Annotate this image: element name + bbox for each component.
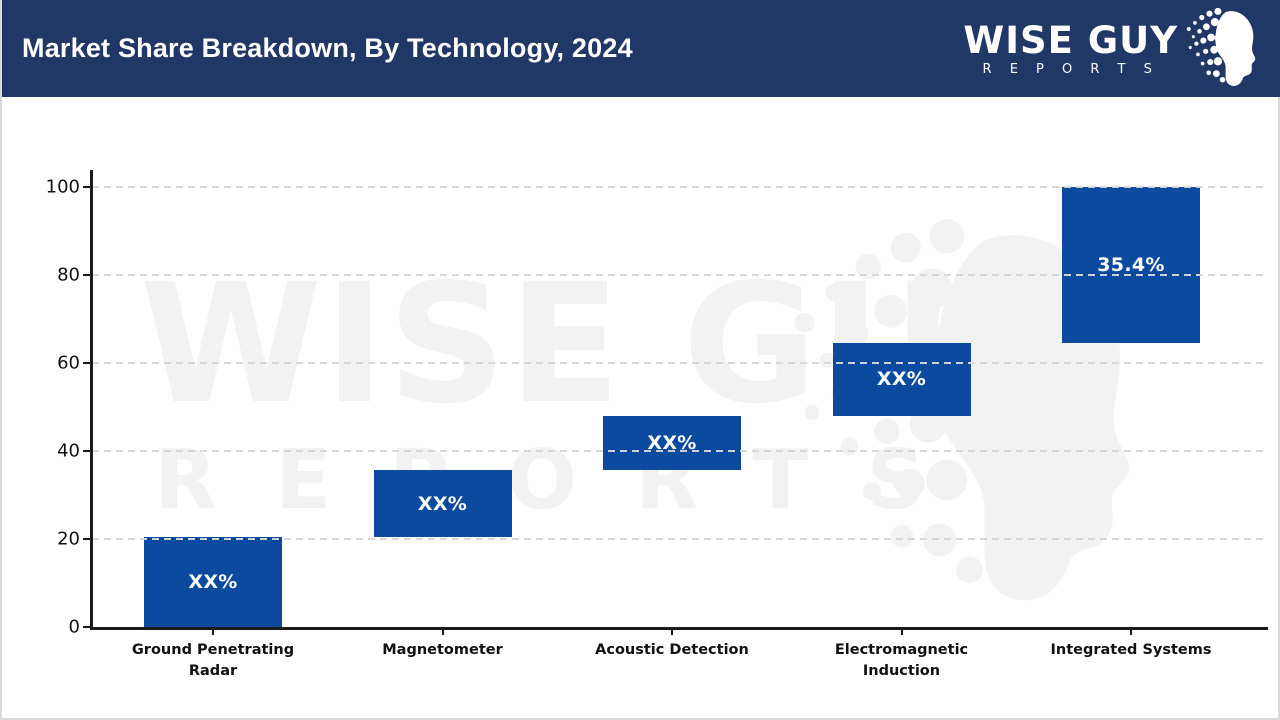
brand-head-icon bbox=[1180, 6, 1262, 92]
x-category-label: Magnetometer bbox=[382, 642, 503, 658]
x-tick-mark bbox=[671, 629, 673, 635]
grid-line-80 bbox=[92, 274, 1264, 276]
bar-value-label: 35.4% bbox=[1097, 253, 1165, 276]
x-tick-mark bbox=[900, 629, 903, 635]
grid-line-40 bbox=[92, 450, 1264, 452]
y-tick-label: 20 bbox=[57, 528, 80, 550]
x-category-label: Acoustic Detection bbox=[595, 642, 749, 658]
y-tick-label: 80 bbox=[57, 264, 80, 286]
x-tick-mark bbox=[441, 629, 444, 635]
y-tick-label: 0 bbox=[68, 616, 80, 638]
header-bar: Market Share Breakdown, By Technology, 2… bbox=[2, 0, 1280, 97]
brand-logo: WISE GUY R E P O R T S bbox=[963, 6, 1262, 92]
y-axis-line bbox=[90, 170, 93, 629]
grid-line-100 bbox=[92, 186, 1264, 188]
y-tick-mark bbox=[83, 274, 91, 276]
bar-value-label: XX% bbox=[876, 368, 927, 391]
y-tick-mark bbox=[83, 362, 91, 364]
y-tick-label: 40 bbox=[57, 440, 80, 462]
y-tick-label: 100 bbox=[45, 176, 80, 198]
brand-name: WISE GUY bbox=[963, 18, 1178, 62]
grid-line-60 bbox=[92, 362, 1264, 364]
x-axis-line bbox=[90, 627, 1268, 630]
grid-line-20 bbox=[92, 538, 1264, 540]
bar-segment: XX% bbox=[373, 470, 512, 538]
brand-text: WISE GUY R E P O R T S bbox=[963, 22, 1178, 76]
x-tick-mark bbox=[1130, 629, 1132, 635]
x-category-label: Electromagnetic Induction bbox=[834, 642, 969, 680]
x-category-label: Integrated Systems bbox=[1050, 642, 1212, 658]
bar-segment: XX% bbox=[603, 416, 741, 471]
bar-segment: XX% bbox=[144, 537, 282, 627]
bar-segment: XX% bbox=[832, 342, 971, 417]
x-category-label: Ground Penetrating Radar bbox=[131, 642, 295, 680]
brand-subtitle: R E P O R T S bbox=[982, 61, 1159, 77]
bar-value-label: XX% bbox=[647, 432, 697, 455]
bar-segment: 35.4% bbox=[1062, 187, 1200, 343]
y-tick-mark bbox=[83, 186, 91, 188]
chart-title: Market Share Breakdown, By Technology, 2… bbox=[22, 33, 633, 63]
y-tick-mark bbox=[83, 538, 91, 540]
y-tick-label: 60 bbox=[57, 352, 80, 374]
y-tick-mark bbox=[83, 626, 91, 628]
bar-value-label: XX% bbox=[188, 571, 238, 594]
bar-value-label: XX% bbox=[417, 492, 468, 515]
y-tick-mark bbox=[83, 450, 91, 452]
x-tick-mark bbox=[212, 629, 214, 635]
